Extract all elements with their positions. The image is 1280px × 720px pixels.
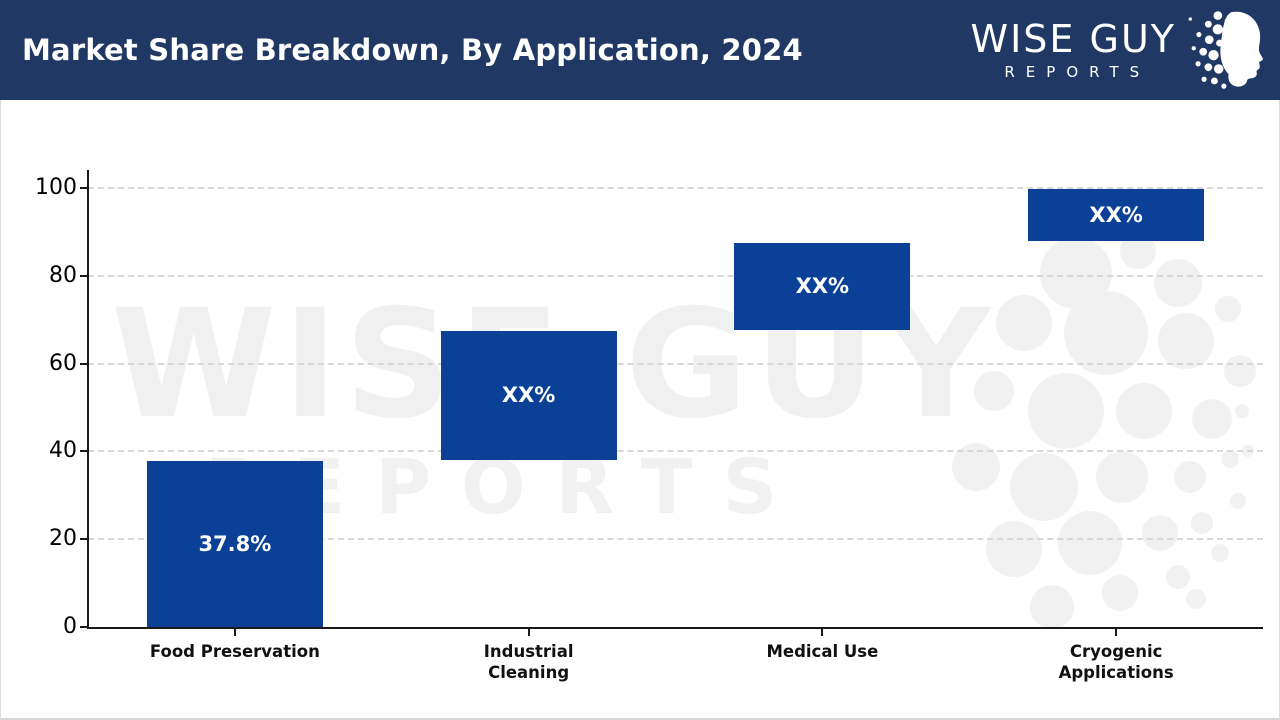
y-tick-mark-100 (80, 187, 88, 189)
header-bar: Market Share Breakdown, By Application, … (0, 0, 1280, 100)
y-tick-mark-60 (80, 362, 88, 365)
wiseguy-logo-text: WISE GUY REPORTS (971, 20, 1176, 81)
chart-area: WISE GUY REPORTS 0 20 40 60 80 100 37.8% Food P… (0, 100, 1280, 720)
gridline-40 (88, 450, 1263, 453)
x-category-label-2: Industrial Cleaning (483, 642, 574, 683)
y-tick-label-60: 60 (49, 350, 77, 376)
gridline-80 (88, 274, 1263, 277)
x-tick-mark-2 (527, 629, 530, 636)
wiseguy-logo: WISE GUY REPORTS (971, 4, 1266, 96)
y-tick-mark-20 (80, 538, 88, 541)
logo-wordmark: WISE GUY (970, 16, 1176, 61)
gridline-20 (88, 538, 1263, 541)
x-tick-mark-3 (821, 629, 824, 636)
y-tick-mark-40 (80, 450, 88, 453)
watermark-head-icon (952, 233, 1256, 629)
bar-4: XX% (1028, 188, 1205, 241)
x-axis-line (87, 627, 1263, 629)
bar-3: XX% (734, 242, 911, 330)
y-tick-label-40: 40 (49, 438, 77, 464)
x-tick-mark-4 (1115, 629, 1118, 636)
x-category-label-4: Cryogenic Applications (1058, 642, 1174, 683)
y-tick-label-20: 20 (49, 526, 77, 552)
gridline-60 (88, 362, 1263, 365)
bar-value-label: XX% (501, 383, 556, 408)
y-tick-mark-0 (80, 626, 88, 628)
page-title: Market Share Breakdown, By Application, … (22, 33, 803, 67)
x-category-label-3: Medical Use (766, 642, 879, 661)
y-tick-label-100: 100 (35, 175, 77, 200)
wiseguy-head-icon (1188, 11, 1263, 89)
bar-value-label: 37.8% (198, 532, 272, 557)
logo-subtitle: REPORTS (1004, 62, 1151, 81)
x-category-label-1: Food Preservation (149, 642, 320, 661)
y-tick-mark-80 (80, 274, 88, 277)
x-tick-mark-1 (233, 629, 236, 636)
y-axis-line (87, 170, 89, 629)
bar-value-label: XX% (1089, 202, 1143, 227)
bar-2: XX% (440, 330, 617, 461)
y-tick-label-0: 0 (63, 614, 77, 639)
y-tick-label-80: 80 (49, 262, 77, 288)
bar-value-label: XX% (795, 274, 850, 299)
bar-1: 37.8% (146, 461, 323, 627)
gridline-100 (88, 187, 1263, 189)
